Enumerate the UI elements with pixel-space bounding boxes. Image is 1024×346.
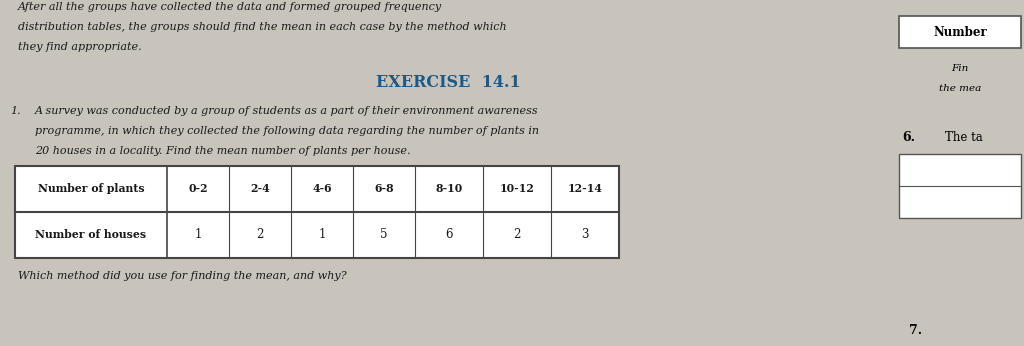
Text: 5: 5 [380,228,388,242]
Text: 2: 2 [513,228,520,242]
Text: Fin: Fin [951,64,969,73]
Text: 8-10: 8-10 [435,183,463,194]
Text: 1: 1 [318,228,326,242]
Text: EXERCISE  14.1: EXERCISE 14.1 [376,74,520,91]
Bar [899,154,1021,218]
Text: 2: 2 [256,228,264,242]
Text: 7.: 7. [909,324,922,337]
Text: 1.: 1. [10,106,20,116]
Text: Number of plants: Number of plants [38,183,144,194]
Text: 6: 6 [445,228,453,242]
Text: 6.: 6. [902,131,915,144]
Text: A survey was conducted by a group of students as a part of their environment awa: A survey was conducted by a group of stu… [35,106,539,116]
Text: 20 houses in a locality. Find the mean number of plants per house.: 20 houses in a locality. Find the mean n… [35,146,411,156]
Text: 0-2: 0-2 [188,183,208,194]
Text: After all the groups have collected the data and formed grouped frequency: After all the groups have collected the … [18,2,442,12]
Text: 6-8: 6-8 [374,183,394,194]
Text: 12-14: 12-14 [567,183,602,194]
Bar [899,16,1021,48]
Text: the mea: the mea [939,84,981,93]
Bar [15,166,618,258]
Text: 3: 3 [582,228,589,242]
Text: distribution tables, the groups should find the mean in each case by the method : distribution tables, the groups should f… [18,22,507,32]
Text: N
1: N 1 [956,192,964,212]
Text: Which method did you use for finding the mean, and why?: Which method did you use for finding the… [18,271,347,281]
Text: 1: 1 [195,228,202,242]
Text: 10-12: 10-12 [500,183,535,194]
Text: The ta: The ta [944,131,982,144]
Text: Number of houses: Number of houses [36,229,146,240]
Text: Dai
(in: Dai (in [951,160,969,180]
Text: they find appropriate.: they find appropriate. [18,42,141,52]
Text: programme, in which they collected the following data regarding the number of pl: programme, in which they collected the f… [35,126,539,136]
Text: Number: Number [933,26,987,38]
Text: 2-4: 2-4 [250,183,269,194]
Text: 4-6: 4-6 [312,183,332,194]
